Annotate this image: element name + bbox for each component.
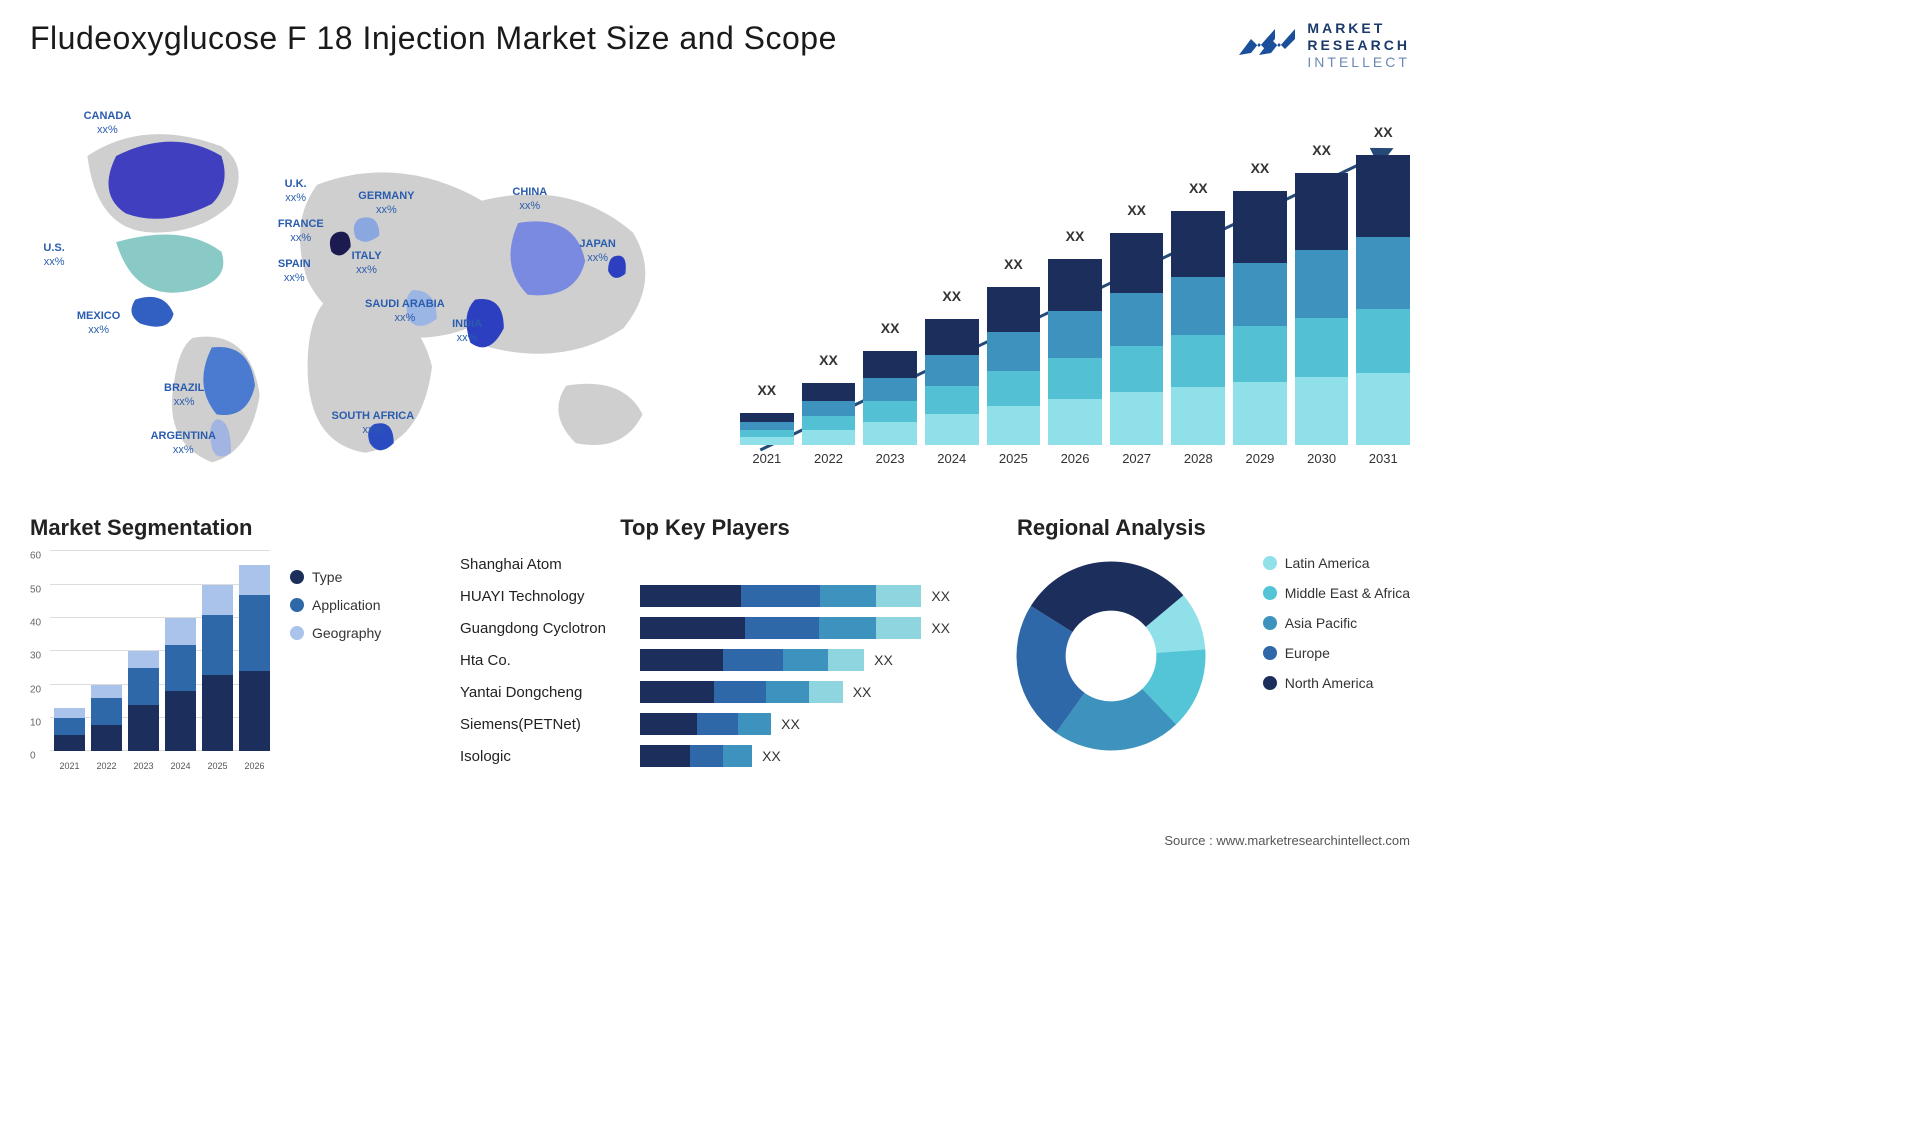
map-country-label: ITALYxx%: [352, 250, 382, 276]
segmentation-panel: Market Segmentation 01020304050602021202…: [30, 515, 430, 795]
map-country-label: CHINAxx%: [512, 186, 547, 212]
legend-item: Latin America: [1263, 555, 1410, 571]
brand-logo: MARKET RESEARCH INTELLECT: [1237, 20, 1410, 70]
players-title: Top Key Players: [460, 515, 950, 541]
map-country-label: ARGENTINAxx%: [151, 430, 216, 456]
legend-item: Application: [290, 597, 381, 613]
map-country-label: SPAINxx%: [278, 258, 311, 284]
logo-mark-icon: [1237, 25, 1297, 66]
segmentation-title: Market Segmentation: [30, 515, 430, 541]
forecast-bar: 2027XX: [1110, 233, 1164, 466]
segmentation-bar: [239, 565, 270, 752]
player-row: Yantai DongchengXX: [460, 679, 950, 705]
forecast-bar: 2022XX: [802, 383, 856, 466]
forecast-bar: 2029XX: [1233, 191, 1287, 466]
map-country-label: SAUDI ARABIAxx%: [365, 298, 445, 324]
segmentation-bar: [202, 585, 233, 752]
segmentation-bar: [165, 618, 196, 751]
segmentation-legend: Type Application Geography: [290, 551, 381, 771]
map-country-label: U.K.xx%: [285, 178, 307, 204]
player-row: Shanghai Atom: [460, 551, 950, 577]
map-country-label: GERMANYxx%: [358, 190, 414, 216]
segmentation-bar: [91, 685, 122, 752]
forecast-bar: 2023XX: [863, 351, 917, 466]
players-panel: Top Key Players Shanghai Atom HUAYI Techn…: [460, 515, 950, 795]
legend-item: Geography: [290, 625, 381, 641]
segmentation-chart: 0102030405060202120222023202420252026: [30, 551, 270, 771]
segmentation-bar: [128, 651, 159, 751]
segmentation-bar: [54, 708, 85, 751]
forecast-bar: 2024XX: [925, 319, 979, 466]
player-row: Guangdong CyclotronXX: [460, 615, 950, 641]
forecast-bar: 2021XX: [740, 413, 794, 466]
forecast-bar: 2028XX: [1171, 211, 1225, 466]
regional-donut-chart: [1006, 551, 1216, 761]
player-row: Hta Co.XX: [460, 647, 950, 673]
map-country-label: SOUTH AFRICAxx%: [332, 410, 415, 436]
legend-item: Middle East & Africa: [1263, 585, 1410, 601]
map-country-label: JAPANxx%: [579, 238, 615, 264]
page-title: Fludeoxyglucose F 18 Injection Market Si…: [30, 20, 837, 57]
player-row: Siemens(PETNet)XX: [460, 711, 950, 737]
map-country-label: CANADAxx%: [84, 110, 132, 136]
source-attribution: Source : www.marketresearchintellect.com: [1164, 833, 1410, 848]
map-country-label: U.S.xx%: [43, 242, 64, 268]
player-row: IsologicXX: [460, 743, 950, 769]
regional-panel: Regional Analysis Latin America Middle Ea…: [980, 515, 1410, 795]
forecast-bar: 2030XX: [1295, 173, 1349, 466]
map-country-label: FRANCExx%: [278, 218, 324, 244]
logo-text: MARKET RESEARCH INTELLECT: [1307, 20, 1410, 70]
map-country-label: BRAZILxx%: [164, 382, 204, 408]
legend-item: Type: [290, 569, 381, 585]
forecast-bar: 2025XX: [987, 287, 1041, 466]
player-row: HUAYI TechnologyXX: [460, 583, 950, 609]
regional-legend: Latin America Middle East & Africa Asia Pa…: [1263, 515, 1410, 795]
legend-item: Europe: [1263, 645, 1410, 661]
players-chart: Shanghai Atom HUAYI TechnologyXX Guangdong…: [460, 551, 950, 769]
world-map: CANADAxx% U.S.xx% MEXICOxx% BRAZILxx% ARGENT…: [30, 90, 700, 490]
legend-item: Asia Pacific: [1263, 615, 1410, 631]
map-country-label: INDIAxx%: [452, 318, 482, 344]
map-country-label: MEXICOxx%: [77, 310, 120, 336]
legend-item: North America: [1263, 675, 1410, 691]
forecast-bar: 2031XX: [1356, 155, 1410, 466]
regional-title: Regional Analysis: [980, 515, 1243, 541]
forecast-bar: 2026XX: [1048, 259, 1102, 466]
forecast-chart: 2021XX2022XX2023XX2024XX2025XX2026XX2027…: [740, 90, 1410, 490]
